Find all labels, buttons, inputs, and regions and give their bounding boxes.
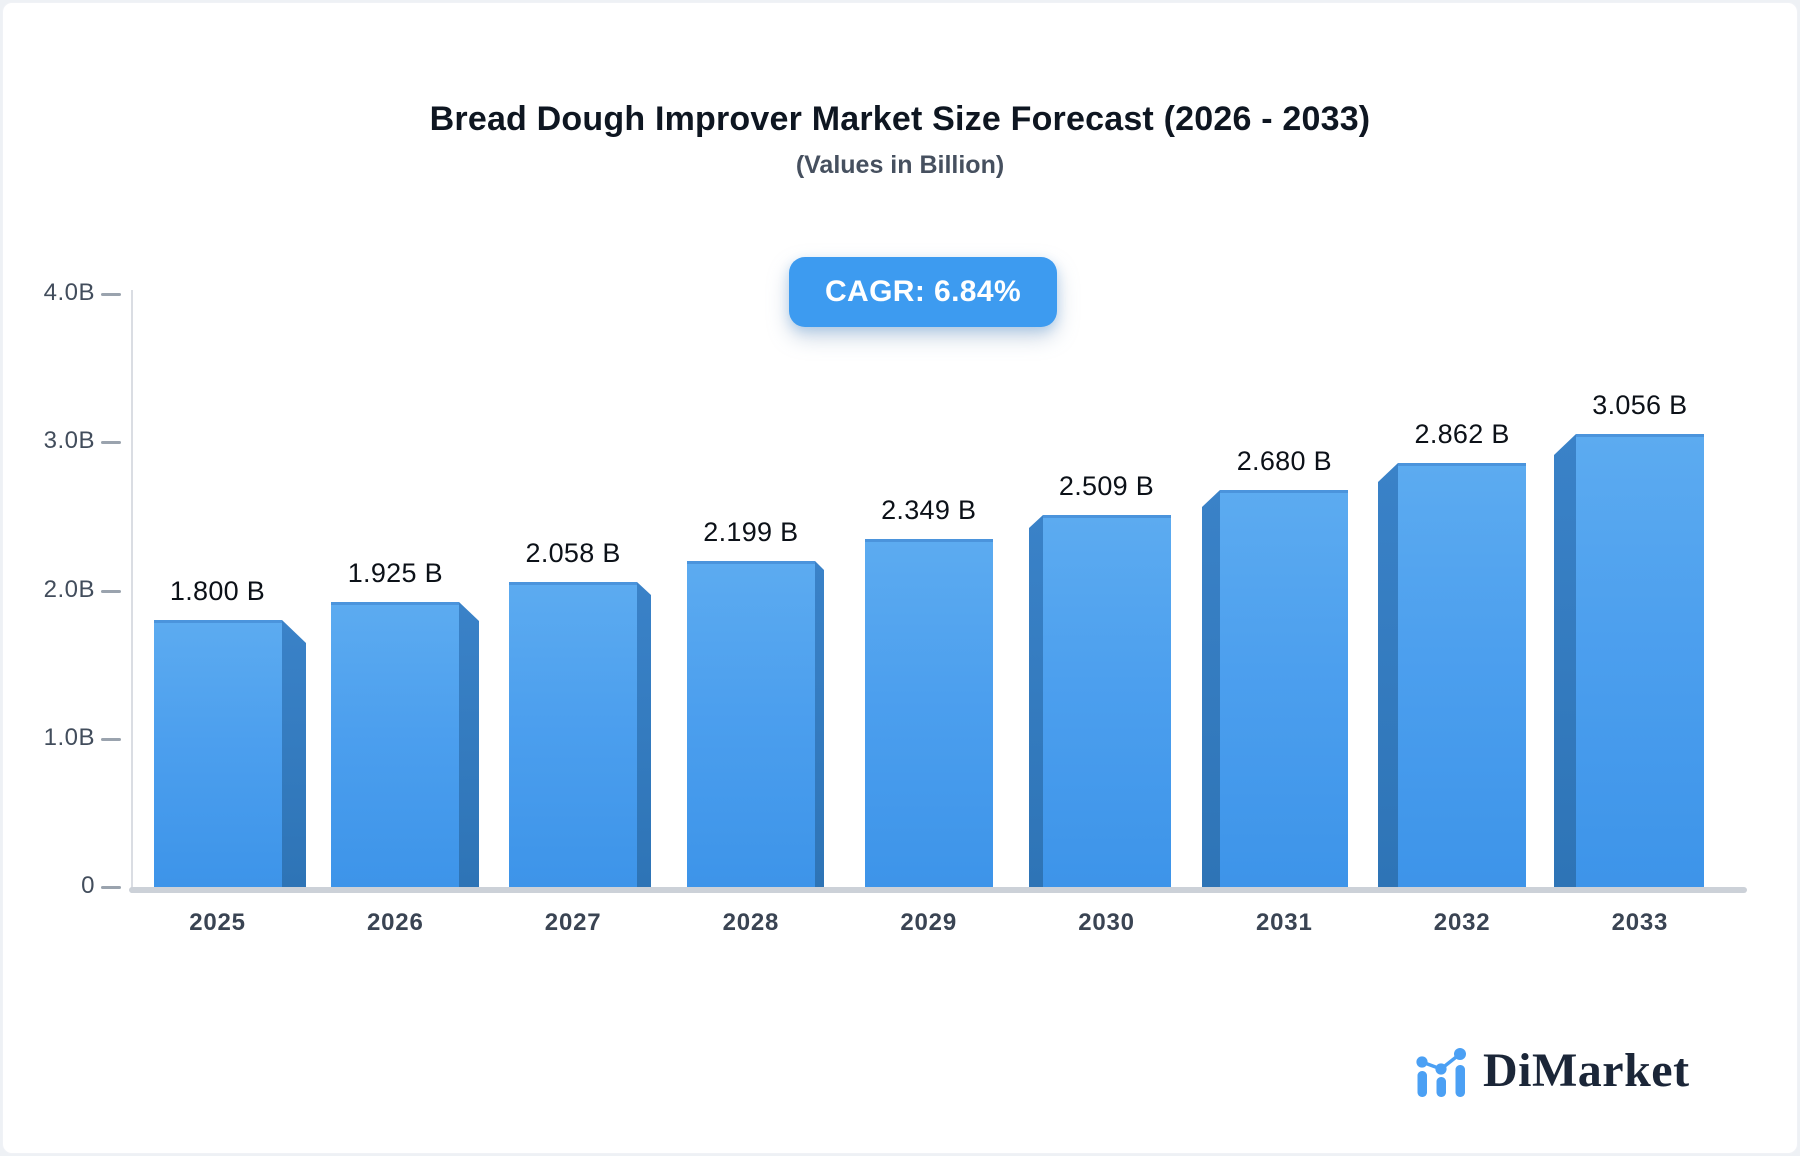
y-axis-label: 2.0B xyxy=(43,575,95,603)
y-axis-label: 0 xyxy=(81,872,95,899)
bar-3d-side xyxy=(637,582,651,887)
y-axis-tick xyxy=(101,441,121,445)
bar-2029 xyxy=(865,539,993,887)
bar-2028 xyxy=(687,561,815,887)
x-axis-label: 2031 xyxy=(1256,909,1313,936)
bar-value-label: 1.925 B xyxy=(347,558,443,588)
bar-2033 xyxy=(1576,434,1704,887)
bar-2032 xyxy=(1398,463,1526,887)
bar-value-label: 2.680 B xyxy=(1236,446,1332,476)
x-axis-label: 2027 xyxy=(544,909,602,936)
chart-subtitle: (Values in Billion) xyxy=(795,151,1005,179)
bar-3d-side xyxy=(1554,434,1576,887)
y-axis-label: 4.0B xyxy=(43,279,95,306)
bar-3d-side xyxy=(459,602,479,887)
cagr-badge: CAGR: 6.84% xyxy=(789,257,1057,327)
bar-3d-side xyxy=(1378,463,1398,887)
x-axis-label: 2025 xyxy=(189,909,246,936)
x-axis-line xyxy=(129,887,1747,893)
bar-2031 xyxy=(1220,490,1348,887)
y-axis-tick xyxy=(101,589,121,593)
y-axis-line xyxy=(131,290,133,893)
y-axis-tick xyxy=(101,886,121,889)
bar-3d-side xyxy=(282,620,306,887)
y-axis-tick xyxy=(101,737,121,741)
x-axis-label: 2028 xyxy=(722,909,780,936)
bar-3d-side xyxy=(815,561,824,887)
x-axis-label: 2026 xyxy=(367,909,424,936)
x-axis-label: 2033 xyxy=(1611,909,1669,936)
bar-2030 xyxy=(1043,515,1171,887)
brand-logo: DiMarket xyxy=(1411,1039,1690,1101)
y-axis-tick xyxy=(101,293,121,296)
bar-value-label: 1.800 B xyxy=(169,576,266,606)
bar-3d-side xyxy=(1029,515,1043,887)
bar-value-label: 3.056 B xyxy=(1592,390,1688,420)
bar-value-label: 2.349 B xyxy=(881,495,977,525)
y-axis-label: 3.0B xyxy=(43,427,95,455)
x-axis-label: 2032 xyxy=(1433,909,1491,936)
chart-title: Bread Dough Improver Market Size Forecas… xyxy=(429,100,1371,138)
bar-3d-side xyxy=(1202,490,1220,887)
bar-2027 xyxy=(509,582,637,887)
cagr-badge-label: CAGR: 6.84% xyxy=(824,275,1022,308)
brand-name: DiMarket xyxy=(1483,1043,1690,1097)
bar-2026 xyxy=(331,602,459,887)
x-axis-label: 2030 xyxy=(1078,909,1135,936)
bar-value-label: 2.862 B xyxy=(1414,419,1510,449)
bar-value-label: 2.509 B xyxy=(1058,471,1155,501)
bar-value-label: 2.058 B xyxy=(525,538,621,568)
bar-2025 xyxy=(154,620,282,887)
brand-chart-icon xyxy=(1411,1039,1473,1101)
y-axis-label: 1.0B xyxy=(43,723,95,751)
x-axis-label: 2029 xyxy=(900,909,957,936)
bar-value-label: 2.199 B xyxy=(703,517,799,547)
